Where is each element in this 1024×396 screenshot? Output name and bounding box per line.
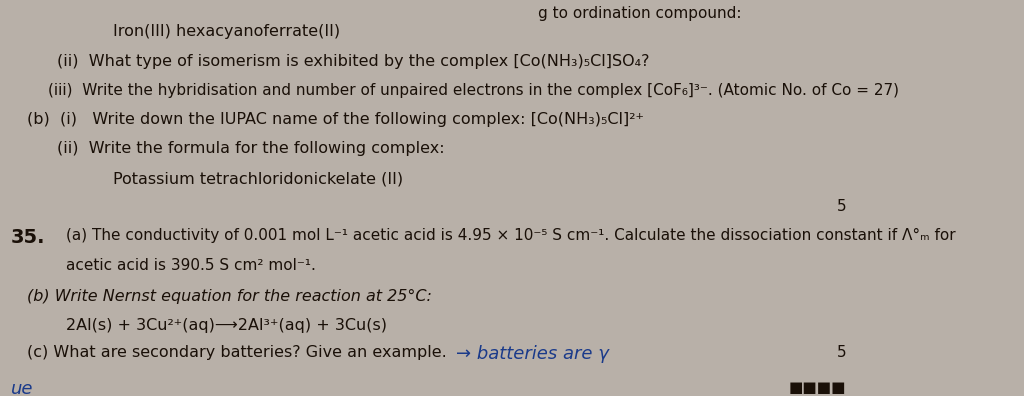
Text: (ii)  What type of isomerism is exhibited by the complex [Co(NH₃)₅Cl]SO₄?: (ii) What type of isomerism is exhibited… [57, 53, 649, 69]
Text: acetic acid is 390.5 S cm² mol⁻¹.: acetic acid is 390.5 S cm² mol⁻¹. [66, 258, 315, 272]
Text: → batteries are γ: → batteries are γ [456, 345, 609, 363]
Text: (ii)  Write the formula for the following complex:: (ii) Write the formula for the following… [57, 141, 444, 156]
Text: ue: ue [11, 380, 34, 396]
Text: 5: 5 [837, 199, 846, 214]
Text: (c) What are secondary batteries? Give an example.: (c) What are secondary batteries? Give a… [27, 345, 446, 360]
Text: g to ordination compound:: g to ordination compound: [539, 6, 741, 21]
Text: (a) The conductivity of 0.001 mol L⁻¹ acetic acid is 4.95 × 10⁻⁵ S cm⁻¹. Calcula: (a) The conductivity of 0.001 mol L⁻¹ ac… [66, 228, 955, 244]
Text: 35.: 35. [11, 228, 46, 248]
Text: Iron(III) hexacyanoferrate(II): Iron(III) hexacyanoferrate(II) [114, 25, 341, 39]
Text: (iii)  Write the hybridisation and number of unpaired electrons in the complex [: (iii) Write the hybridisation and number… [48, 83, 899, 98]
Text: (b) Write Nernst equation for the reaction at 25°C:: (b) Write Nernst equation for the reacti… [27, 289, 431, 304]
Text: 5: 5 [837, 345, 846, 360]
Text: Potassium tetrachloridonickelate (II): Potassium tetrachloridonickelate (II) [114, 172, 403, 187]
Text: ■■■■: ■■■■ [788, 380, 846, 395]
Text: 2Al(s) + 3Cu²⁺(aq)⟶2Al³⁺(aq) + 3Cu(s): 2Al(s) + 3Cu²⁺(aq)⟶2Al³⁺(aq) + 3Cu(s) [66, 318, 387, 333]
Text: (b)  (i)   Write down the IUPAC name of the following complex: [Co(NH₃)₅Cl]²⁺: (b) (i) Write down the IUPAC name of the… [27, 112, 644, 127]
